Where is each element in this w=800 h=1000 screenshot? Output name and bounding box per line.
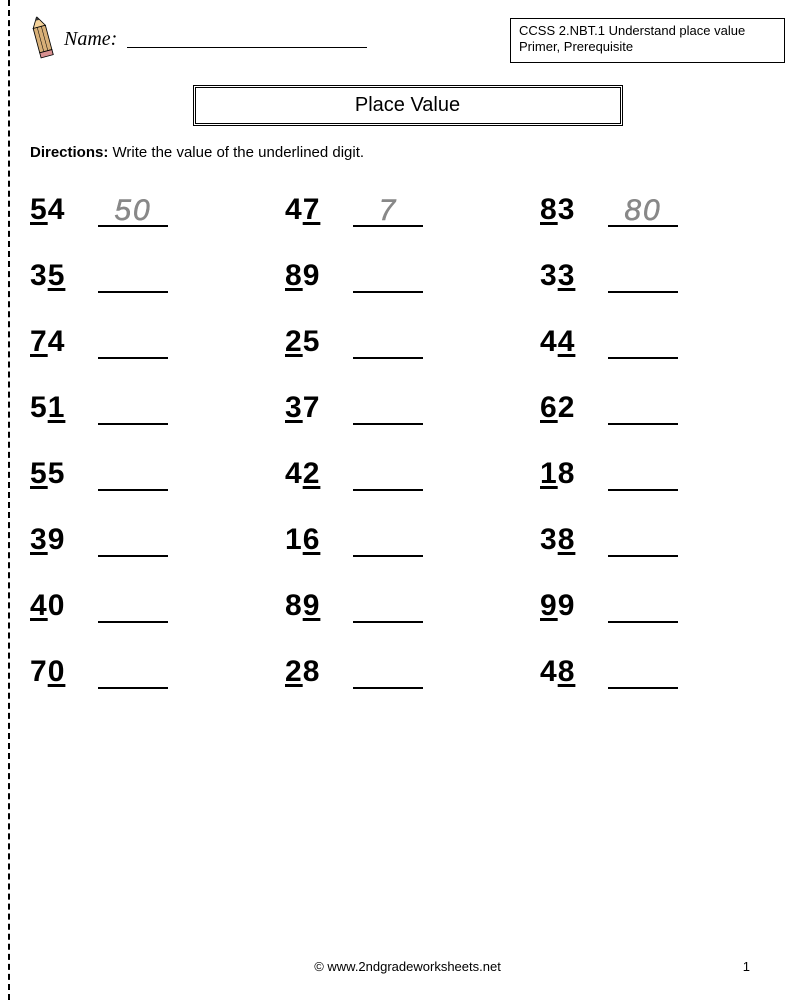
- worksheet-page: Name: CCSS 2.NBT.1 Understand place valu…: [30, 18, 785, 990]
- example-answer: 50: [114, 194, 151, 228]
- problem-number: 38: [540, 523, 586, 557]
- answer-line[interactable]: [608, 263, 678, 293]
- problem-number: 89: [285, 259, 331, 293]
- problem-number: 48: [540, 655, 586, 689]
- problem-number: 54: [30, 193, 76, 227]
- answer-line[interactable]: [608, 461, 678, 491]
- problem: 62: [540, 391, 785, 425]
- standard-line-2: Primer, Prerequisite: [519, 39, 776, 55]
- problem-number: 44: [540, 325, 586, 359]
- problem-number: 51: [30, 391, 76, 425]
- problem-number: 70: [30, 655, 76, 689]
- answer-line[interactable]: [353, 395, 423, 425]
- answer-line[interactable]: 50: [98, 197, 168, 227]
- pencil-icon: [25, 14, 59, 61]
- problem-number: 83: [540, 193, 586, 227]
- problem: 48: [540, 655, 785, 689]
- problem-number: 33: [540, 259, 586, 293]
- answer-line[interactable]: [353, 659, 423, 689]
- answer-line[interactable]: [353, 263, 423, 293]
- problem: 54 50: [30, 193, 275, 227]
- example-answer: 7: [379, 194, 398, 228]
- problem: 70: [30, 655, 275, 689]
- standard-box: CCSS 2.NBT.1 Understand place value Prim…: [510, 18, 785, 63]
- answer-line[interactable]: [608, 593, 678, 623]
- answer-line[interactable]: [353, 527, 423, 557]
- problems-grid: 54 50 47 7 83 80 35 89 33 74 25 44 51 37 62 55 42 18 39 16 3…: [30, 193, 785, 689]
- answer-line[interactable]: [98, 395, 168, 425]
- cut-line: [8, 0, 10, 1000]
- standard-line-1: CCSS 2.NBT.1 Understand place value: [519, 23, 776, 39]
- problem: 33: [540, 259, 785, 293]
- answer-line[interactable]: [98, 461, 168, 491]
- problem: 83 80: [540, 193, 785, 227]
- problem: 16: [285, 523, 530, 557]
- answer-line[interactable]: [608, 395, 678, 425]
- problem: 89: [285, 589, 530, 623]
- answer-line[interactable]: [98, 527, 168, 557]
- problem: 44: [540, 325, 785, 359]
- problem: 47 7: [285, 193, 530, 227]
- problem-number: 40: [30, 589, 76, 623]
- answer-line[interactable]: [608, 527, 678, 557]
- problem-number: 89: [285, 589, 331, 623]
- answer-line[interactable]: [98, 659, 168, 689]
- answer-line[interactable]: [608, 659, 678, 689]
- problem-number: 18: [540, 457, 586, 491]
- problem: 42: [285, 457, 530, 491]
- problem-number: 35: [30, 259, 76, 293]
- answer-line[interactable]: 80: [608, 197, 678, 227]
- problem-number: 16: [285, 523, 331, 557]
- directions: Directions: Write the value of the under…: [30, 144, 785, 161]
- problem: 38: [540, 523, 785, 557]
- problem-number: 28: [285, 655, 331, 689]
- problem-number: 62: [540, 391, 586, 425]
- header-row: Name: CCSS 2.NBT.1 Understand place valu…: [30, 18, 785, 63]
- problem: 39: [30, 523, 275, 557]
- problem-number: 55: [30, 457, 76, 491]
- problem: 28: [285, 655, 530, 689]
- name-input-line[interactable]: [127, 18, 367, 48]
- problem: 55: [30, 457, 275, 491]
- problem: 74: [30, 325, 275, 359]
- problem: 89: [285, 259, 530, 293]
- page-number: 1: [743, 959, 750, 974]
- problem: 37: [285, 391, 530, 425]
- problem: 35: [30, 259, 275, 293]
- worksheet-title: Place Value: [193, 85, 623, 126]
- answer-line[interactable]: [353, 593, 423, 623]
- problem: 99: [540, 589, 785, 623]
- answer-line[interactable]: 7: [353, 197, 423, 227]
- example-answer: 80: [624, 194, 661, 228]
- problem-number: 99: [540, 589, 586, 623]
- directions-text: Write the value of the underlined digit.: [108, 144, 364, 161]
- footer-copyright: © www.2ndgradeworksheets.net: [30, 959, 785, 974]
- problem: 25: [285, 325, 530, 359]
- problem-number: 74: [30, 325, 76, 359]
- answer-line[interactable]: [98, 329, 168, 359]
- answer-line[interactable]: [608, 329, 678, 359]
- directions-label: Directions:: [30, 144, 108, 161]
- problem: 40: [30, 589, 275, 623]
- problem-number: 47: [285, 193, 331, 227]
- problem: 18: [540, 457, 785, 491]
- problem-number: 37: [285, 391, 331, 425]
- problem: 51: [30, 391, 275, 425]
- problem-number: 25: [285, 325, 331, 359]
- answer-line[interactable]: [353, 461, 423, 491]
- answer-line[interactable]: [353, 329, 423, 359]
- problem-number: 42: [285, 457, 331, 491]
- answer-line[interactable]: [98, 593, 168, 623]
- answer-line[interactable]: [98, 263, 168, 293]
- name-label: Name:: [64, 28, 117, 51]
- problem-number: 39: [30, 523, 76, 557]
